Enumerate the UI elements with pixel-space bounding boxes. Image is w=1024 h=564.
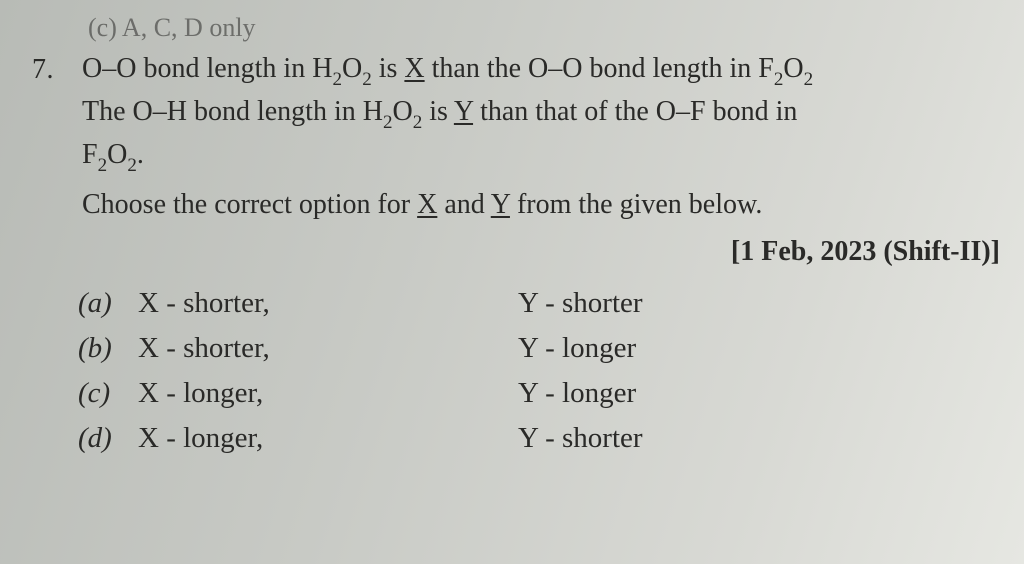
option-right: Y - longer <box>518 326 1006 371</box>
subscript: 2 <box>127 155 137 176</box>
option-left: X - shorter, <box>138 326 518 371</box>
text-fragment: and <box>437 189 490 220</box>
option-left: X - longer, <box>138 371 518 416</box>
text-fragment: from the given below. <box>510 189 762 220</box>
subscript: 2 <box>98 155 108 176</box>
text-fragment: is <box>372 53 405 84</box>
text-fragment: O <box>107 139 127 170</box>
text-fragment: O <box>783 53 803 84</box>
blank-x: X <box>404 53 424 84</box>
option-b: (b) X - shorter, Y - longer <box>78 326 1006 371</box>
choose-line: Choose the correct option for X and Y fr… <box>82 185 1006 226</box>
subscript: 2 <box>362 69 372 90</box>
text-fragment: The O–H bond length in H <box>82 96 383 127</box>
question-number: 7. <box>32 49 74 91</box>
blank-y: Y <box>454 96 473 127</box>
blank-x-ref: X <box>417 189 437 220</box>
subscript: 2 <box>332 69 342 90</box>
text-fragment: F <box>82 139 98 170</box>
option-label: (a) <box>78 281 138 326</box>
option-right: Y - shorter <box>518 281 1006 326</box>
text-fragment: O–O bond length in H <box>82 53 332 84</box>
option-right: Y - shorter <box>518 416 1006 461</box>
subscript: 2 <box>383 112 393 133</box>
option-d: (d) X - longer, Y - shorter <box>78 416 1006 461</box>
text-fragment: O <box>342 53 362 84</box>
blank-y-ref: Y <box>491 189 510 220</box>
exam-date-tag: [1 Feb, 2023 (Shift-II)] <box>32 231 1006 273</box>
option-right: Y - longer <box>518 371 1006 416</box>
question-line-1: O–O bond length in H2O2 is X than the O–… <box>82 49 1006 92</box>
option-label: (c) <box>78 371 138 416</box>
text-fragment: than the O–O bond length in F <box>425 53 774 84</box>
subscript: 2 <box>774 69 784 90</box>
options-list: (a) X - shorter, Y - shorter (b) X - sho… <box>78 281 1006 461</box>
option-left: X - shorter, <box>138 281 518 326</box>
option-a: (a) X - shorter, Y - shorter <box>78 281 1006 326</box>
text-fragment: Choose the correct option for <box>82 189 417 220</box>
question-body: O–O bond length in H2O2 is X than the O–… <box>82 49 1006 225</box>
question-line-2: The O–H bond length in H2O2 is Y than th… <box>82 92 1006 135</box>
option-label: (d) <box>78 416 138 461</box>
text-fragment: . <box>137 139 144 170</box>
question-block: 7. O–O bond length in H2O2 is X than the… <box>32 49 1006 225</box>
subscript: 2 <box>413 112 423 133</box>
option-c: (c) X - longer, Y - longer <box>78 371 1006 416</box>
prev-option-fragment: (c) A, C, D only <box>88 8 1006 47</box>
text-fragment: is <box>422 96 454 127</box>
option-left: X - longer, <box>138 416 518 461</box>
option-label: (b) <box>78 326 138 371</box>
text-fragment: than that of the O–F bond in <box>473 96 797 127</box>
question-line-3: F2O2. <box>82 135 1006 178</box>
page-content: (c) A, C, D only 7. O–O bond length in H… <box>32 8 1006 461</box>
text-fragment: O <box>392 96 412 127</box>
subscript: 2 <box>804 69 814 90</box>
